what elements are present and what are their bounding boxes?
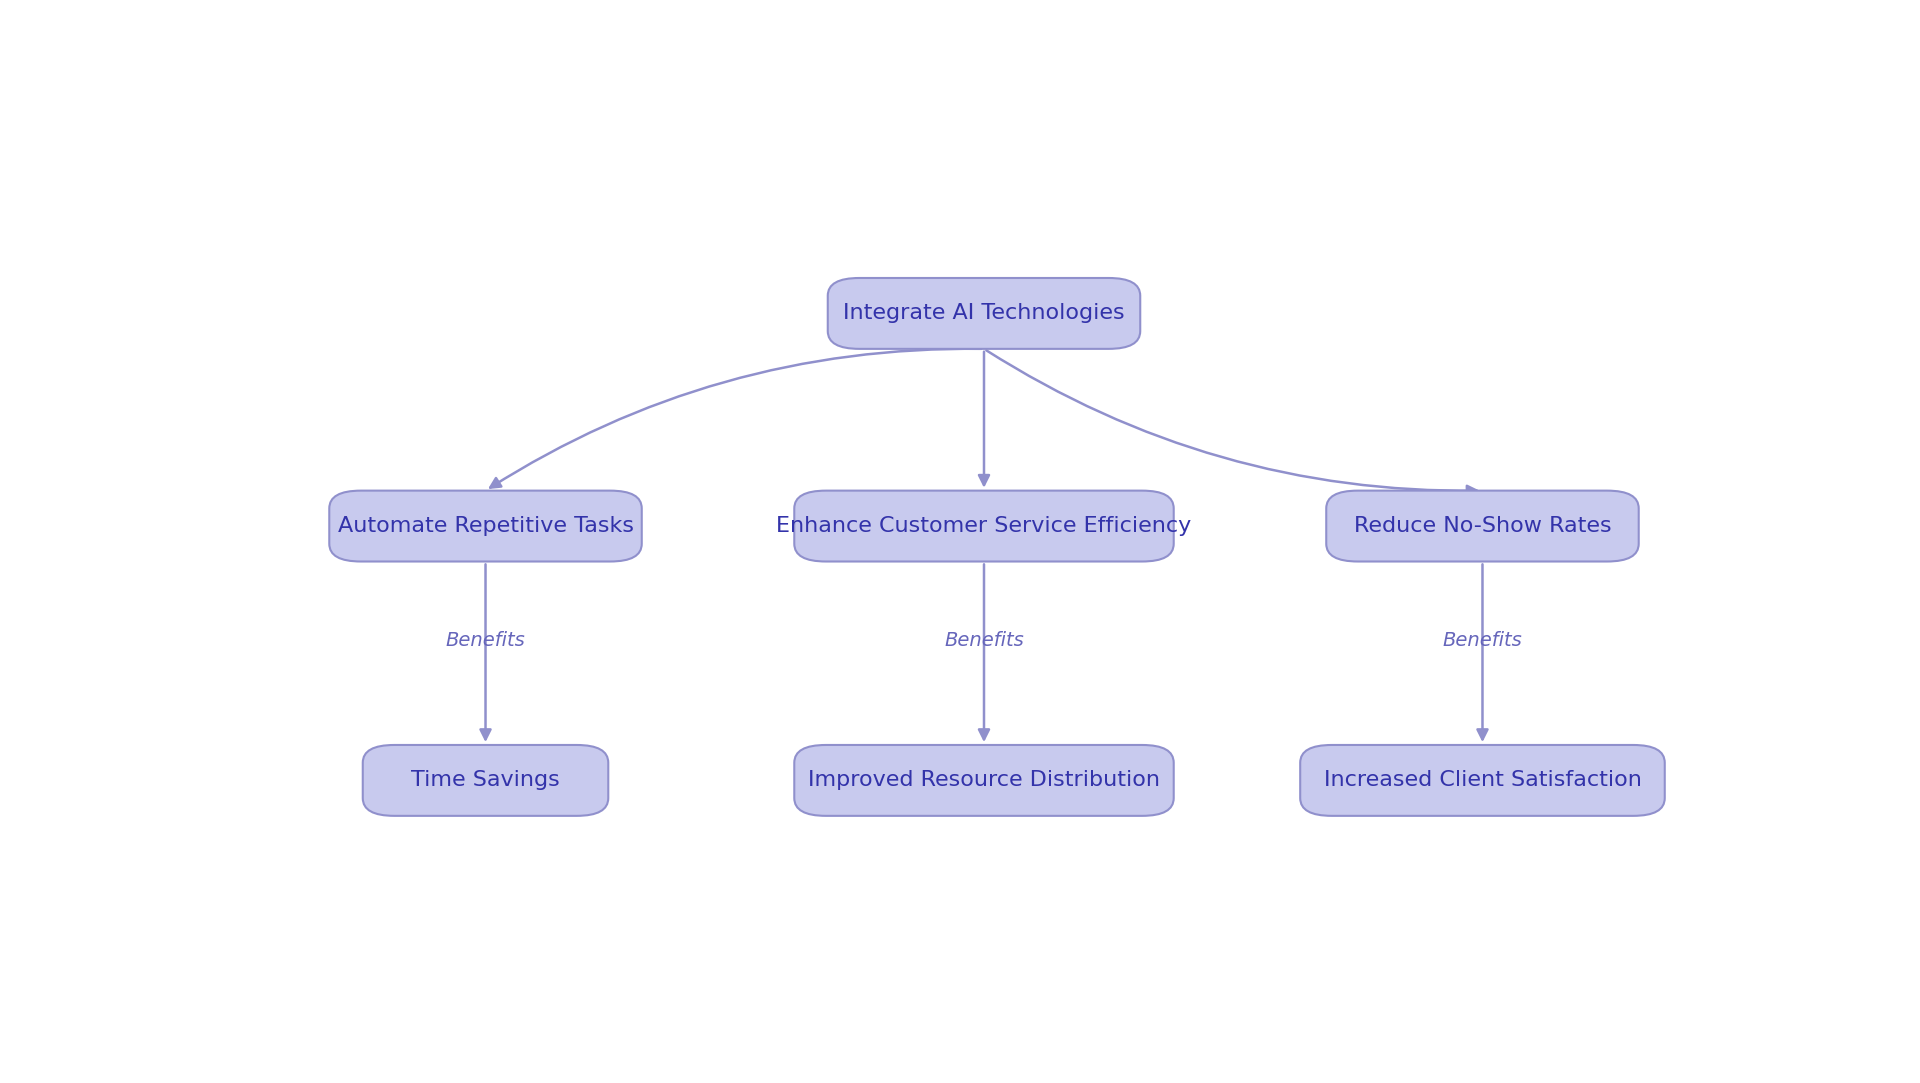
Text: Time Savings: Time Savings [411,770,561,791]
FancyBboxPatch shape [1327,491,1640,561]
Text: Enhance Customer Service Efficiency: Enhance Customer Service Efficiency [776,517,1192,536]
Text: Benefits: Benefits [445,631,526,650]
FancyBboxPatch shape [363,745,609,815]
FancyBboxPatch shape [828,278,1140,349]
Text: Benefits: Benefits [945,631,1023,650]
Text: Benefits: Benefits [1442,631,1523,650]
Text: Automate Repetitive Tasks: Automate Repetitive Tasks [338,517,634,536]
Text: Reduce No-Show Rates: Reduce No-Show Rates [1354,517,1611,536]
Text: Integrate AI Technologies: Integrate AI Technologies [843,303,1125,324]
Text: Increased Client Satisfaction: Increased Client Satisfaction [1323,770,1642,791]
Text: Improved Resource Distribution: Improved Resource Distribution [808,770,1160,791]
FancyBboxPatch shape [795,745,1173,815]
FancyBboxPatch shape [1300,745,1665,815]
FancyBboxPatch shape [330,491,641,561]
FancyBboxPatch shape [795,491,1173,561]
